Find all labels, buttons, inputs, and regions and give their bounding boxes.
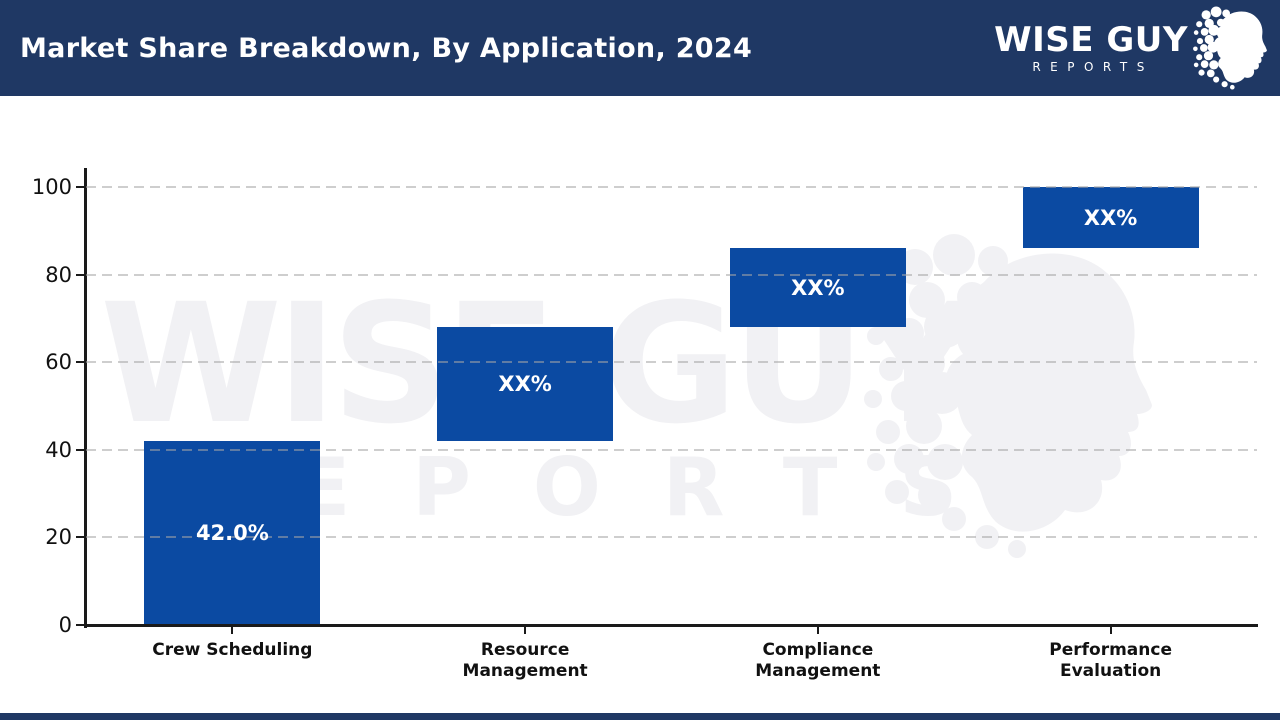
x-axis-tick (231, 627, 234, 634)
gridline-100 (86, 186, 1257, 188)
y-axis-label-20: 20 (45, 525, 72, 550)
brand-logo: WISE GUY REPORTS (994, 4, 1270, 92)
category-label: Crew Scheduling (152, 640, 313, 660)
category-label: Resource Management (462, 640, 588, 682)
y-axis-label-40: 40 (45, 437, 72, 462)
bar-segment (1022, 187, 1199, 249)
y-axis-label-80: 80 (45, 262, 72, 287)
y-axis-tick-100 (76, 186, 84, 188)
brand-name-text: WISE GUY (994, 20, 1188, 60)
bar-segment (729, 248, 906, 328)
y-axis-tick-60 (76, 361, 84, 364)
bar-value-label: XX% (1083, 205, 1138, 230)
bar-value-label: XX% (498, 372, 552, 397)
gridline-60 (86, 361, 1257, 364)
header-bar: Market Share Breakdown, By Application, … (0, 0, 1280, 96)
gridline-20 (86, 536, 1257, 539)
bar-segment (144, 441, 321, 625)
gridline-40 (86, 448, 1257, 451)
x-axis-tick (816, 627, 819, 634)
page-title: Market Share Breakdown, By Application, … (20, 32, 753, 64)
y-axis-label-60: 60 (45, 350, 72, 375)
x-axis-tick (524, 627, 527, 634)
brand-wordmark: WISE GUY REPORTS (994, 23, 1188, 73)
bar-value-label: 42.0% (195, 521, 269, 546)
bar-value-label: XX% (791, 275, 845, 300)
dotted-head-logo-icon (1193, 6, 1267, 90)
brand-subtitle-text: REPORTS (1032, 60, 1154, 74)
y-axis-tick-0 (76, 624, 84, 626)
category-label: Compliance Management (755, 640, 881, 682)
bar-segment (437, 327, 614, 442)
y-axis-tick-20 (76, 536, 84, 539)
chart-area: WISE GUY REPORTS 0 20 40 60 80 100 42.0% Crew S… (0, 96, 1280, 713)
category-label: Performance Evaluation (1049, 640, 1172, 682)
x-axis-tick (1109, 627, 1112, 634)
y-axis-line (84, 168, 87, 628)
y-axis-label-0: 0 (58, 613, 72, 637)
gridline-80 (86, 273, 1257, 276)
x-axis-line (84, 624, 1258, 627)
y-axis-tick-80 (76, 273, 84, 276)
footer-strip (0, 713, 1280, 720)
y-axis-label-100: 100 (31, 175, 72, 199)
y-axis-tick-40 (76, 448, 84, 451)
